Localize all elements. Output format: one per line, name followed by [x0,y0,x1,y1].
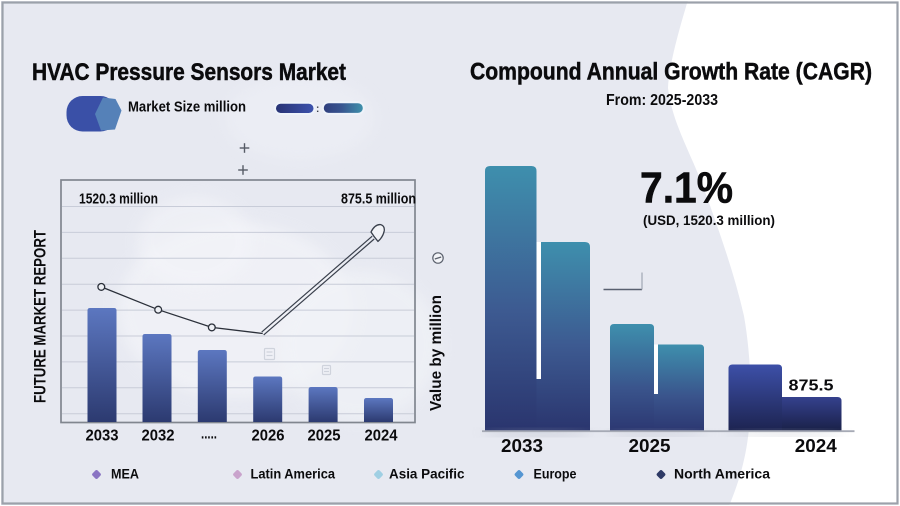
svg-text:HVAC Pressure Sensors Market: HVAC Pressure Sensors Market [32,59,346,86]
svg-text:Asia Pacific: Asia Pacific [389,466,465,482]
svg-text:2033: 2033 [86,428,119,445]
svg-text:Market Size million: Market Size million [128,99,246,116]
svg-text:2024: 2024 [795,436,837,456]
svg-text:.....: ..... [201,426,217,443]
svg-text::: : [316,104,319,115]
svg-text:North America: North America [674,466,770,482]
svg-text:1520.3 million: 1520.3 million [79,191,158,208]
svg-text:2024: 2024 [365,428,398,445]
svg-text:2025: 2025 [308,428,341,445]
svg-text:2026: 2026 [252,428,285,445]
svg-text:Europe: Europe [534,466,577,482]
svg-text:Latin America: Latin America [251,466,336,482]
svg-text:MEA: MEA [111,466,139,482]
svg-text:(USD, 1520.3 million): (USD, 1520.3 million) [643,212,775,228]
svg-text:Value by million: Value by million [428,295,445,411]
svg-text:Compound Annual Growth Rate (C: Compound Annual Growth Rate (CAGR) [470,59,872,86]
svg-text:2032: 2032 [142,428,175,445]
svg-text:From: 2025-2033: From: 2025-2033 [606,92,718,109]
svg-text:875.5: 875.5 [789,378,834,395]
svg-text:2025: 2025 [629,436,671,456]
svg-text:875.5 million: 875.5 million [341,191,416,208]
svg-text:FUTURE MARKET REPORT: FUTURE MARKET REPORT [31,230,50,403]
svg-text:2033: 2033 [501,436,543,456]
svg-text:7.1%: 7.1% [640,164,733,213]
